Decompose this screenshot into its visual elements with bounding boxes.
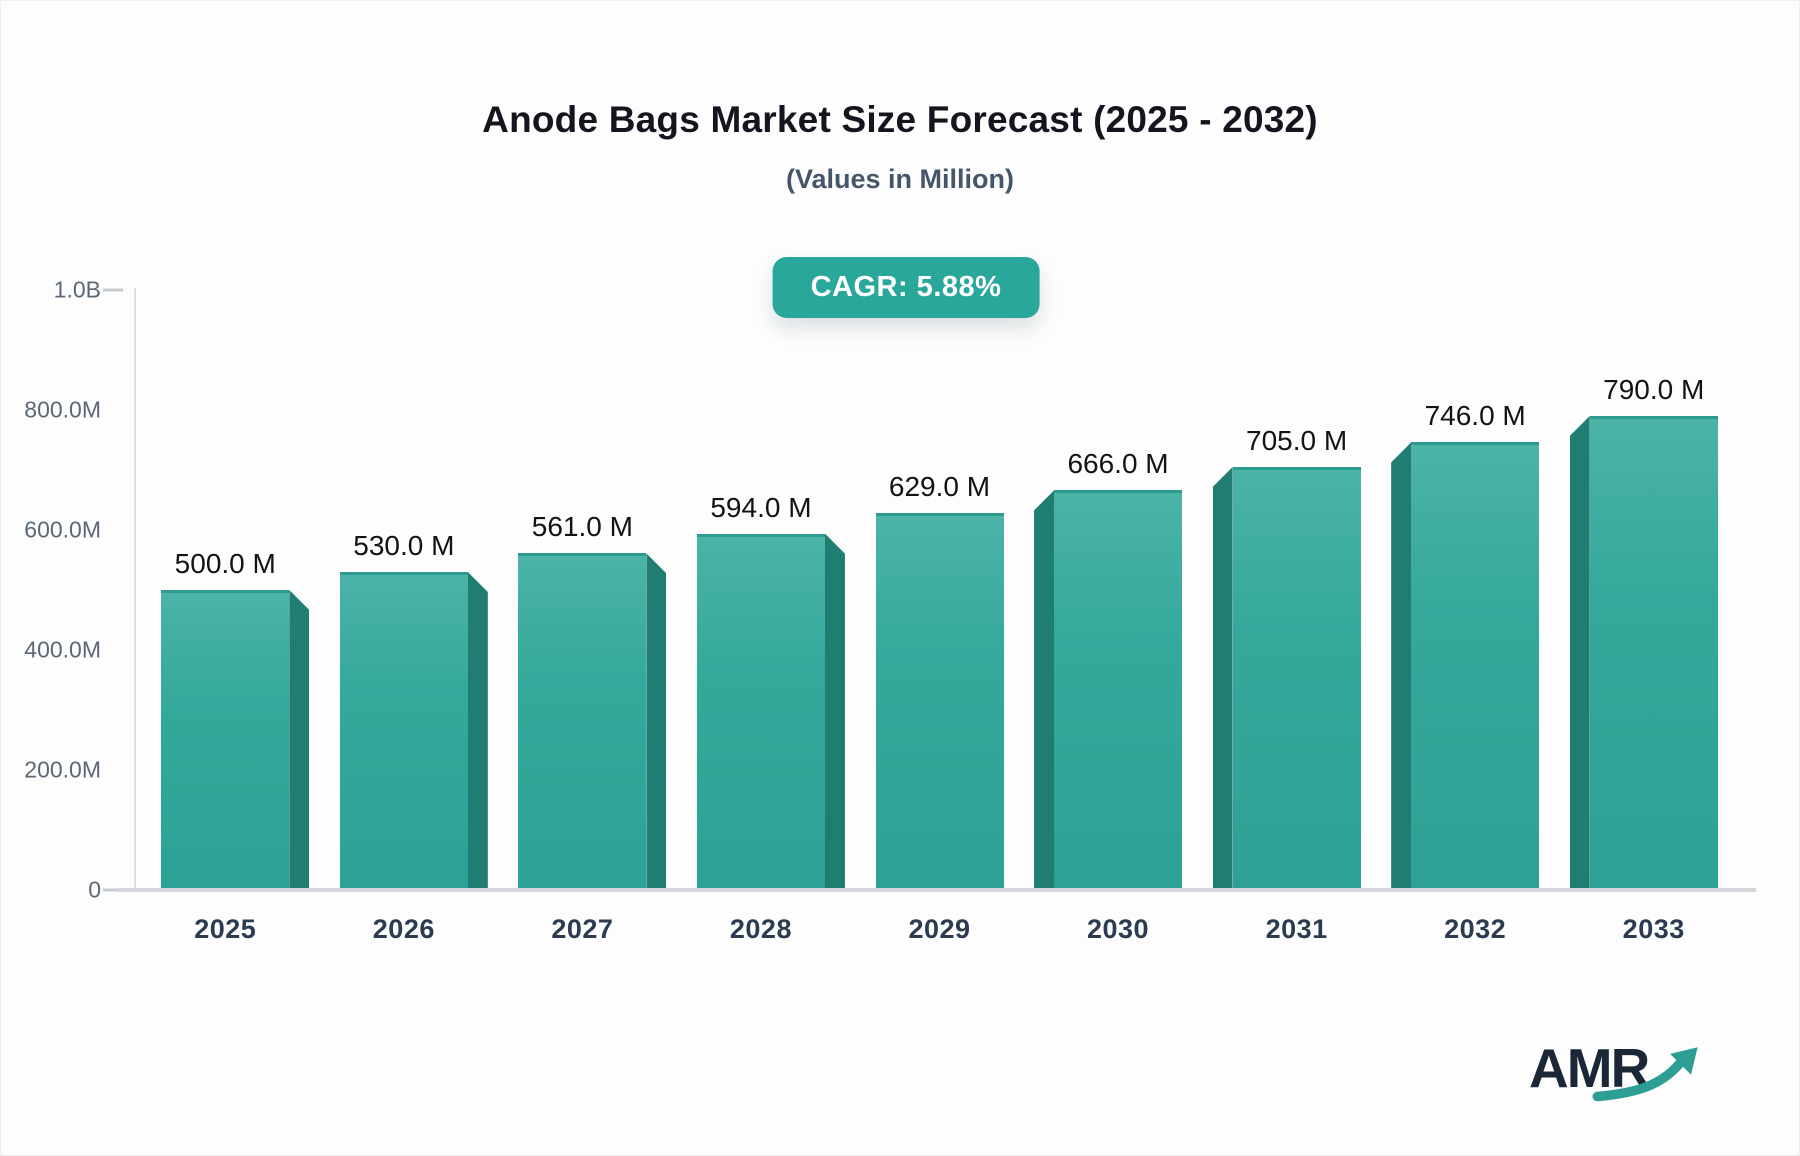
bar-value-label: 500.0 M bbox=[174, 548, 276, 579]
bar-side-face bbox=[1212, 467, 1233, 890]
bar-value-label: 530.0 M bbox=[353, 530, 455, 561]
x-axis-label-2027: 2027 bbox=[551, 914, 614, 944]
x-axis-label-2032: 2032 bbox=[1444, 914, 1507, 944]
y-axis-label-600.0M: 600.0M bbox=[24, 516, 101, 543]
amr-logo: AMR bbox=[1529, 1037, 1698, 1102]
bar-value-label: 666.0 M bbox=[1067, 448, 1169, 480]
chart-title: Anode Bags Market Size Forecast (2025 - … bbox=[482, 99, 1318, 140]
bar-side-face bbox=[824, 533, 845, 890]
bar-value-label: 705.0 M bbox=[1246, 425, 1348, 456]
bar-value-label: 746.0 M bbox=[1424, 400, 1526, 432]
y-axis-label-400.0M: 400.0M bbox=[24, 636, 101, 663]
x-axis-line bbox=[118, 888, 1756, 892]
bar-2030[interactable]: 666.0 M bbox=[1034, 448, 1183, 890]
chart-subtitle: (Values in Million) bbox=[785, 164, 1015, 194]
x-axis-label-2025: 2025 bbox=[194, 914, 257, 944]
bar-side-face bbox=[1034, 490, 1055, 890]
bar-side-face bbox=[1569, 416, 1590, 890]
x-axis-label-2026: 2026 bbox=[372, 914, 435, 944]
x-axis-label-2028: 2028 bbox=[729, 914, 792, 944]
y-axis-label-0: 0 bbox=[88, 876, 101, 903]
y-axis-tick bbox=[103, 288, 123, 292]
bar-2032[interactable]: 746.0 M bbox=[1391, 400, 1540, 890]
bar-2029[interactable]: 629.0 M bbox=[875, 471, 1004, 890]
bar-value-label: 790.0 M bbox=[1603, 374, 1705, 405]
plot-area: 0 200.0M 400.0M 600.0M 800.0M 1.0B 500.0 M 2025… bbox=[24, 277, 1756, 944]
x-axis-label-2033: 2033 bbox=[1622, 914, 1685, 944]
bar-side-face bbox=[646, 553, 667, 890]
y-axis-label-200.0M: 200.0M bbox=[24, 756, 101, 783]
x-axis-label-2031: 2031 bbox=[1265, 914, 1328, 944]
trend-up-arrow-icon bbox=[1592, 1047, 1698, 1102]
y-axis-label-1.0B: 1.0B bbox=[53, 276, 101, 303]
bar-2033[interactable]: 790.0 M bbox=[1569, 374, 1718, 890]
bar-2025[interactable]: 500.0 M bbox=[161, 548, 310, 890]
bar-value-label: 594.0 M bbox=[710, 491, 812, 523]
bar-2026[interactable]: 530.0 M bbox=[339, 530, 488, 890]
bar-value-label: 561.0 M bbox=[531, 511, 633, 543]
x-axis-label-2029: 2029 bbox=[908, 914, 971, 944]
bar-side-face bbox=[467, 572, 488, 890]
y-axis-tick bbox=[103, 888, 123, 892]
bar-2027[interactable]: 561.0 M bbox=[518, 511, 667, 890]
bar-2031[interactable]: 705.0 M bbox=[1212, 425, 1361, 890]
bar-2028[interactable]: 594.0 M bbox=[696, 492, 845, 890]
y-axis-label-800.0M: 800.0M bbox=[24, 396, 101, 423]
bar-side-face bbox=[1391, 442, 1412, 890]
bar-side-face bbox=[289, 590, 310, 890]
x-axis-label-2030: 2030 bbox=[1087, 914, 1150, 944]
y-axis-line bbox=[134, 288, 136, 892]
bar-value-label: 629.0 M bbox=[888, 470, 991, 502]
cagr-badge: CAGR: 5.88% bbox=[772, 257, 1040, 318]
